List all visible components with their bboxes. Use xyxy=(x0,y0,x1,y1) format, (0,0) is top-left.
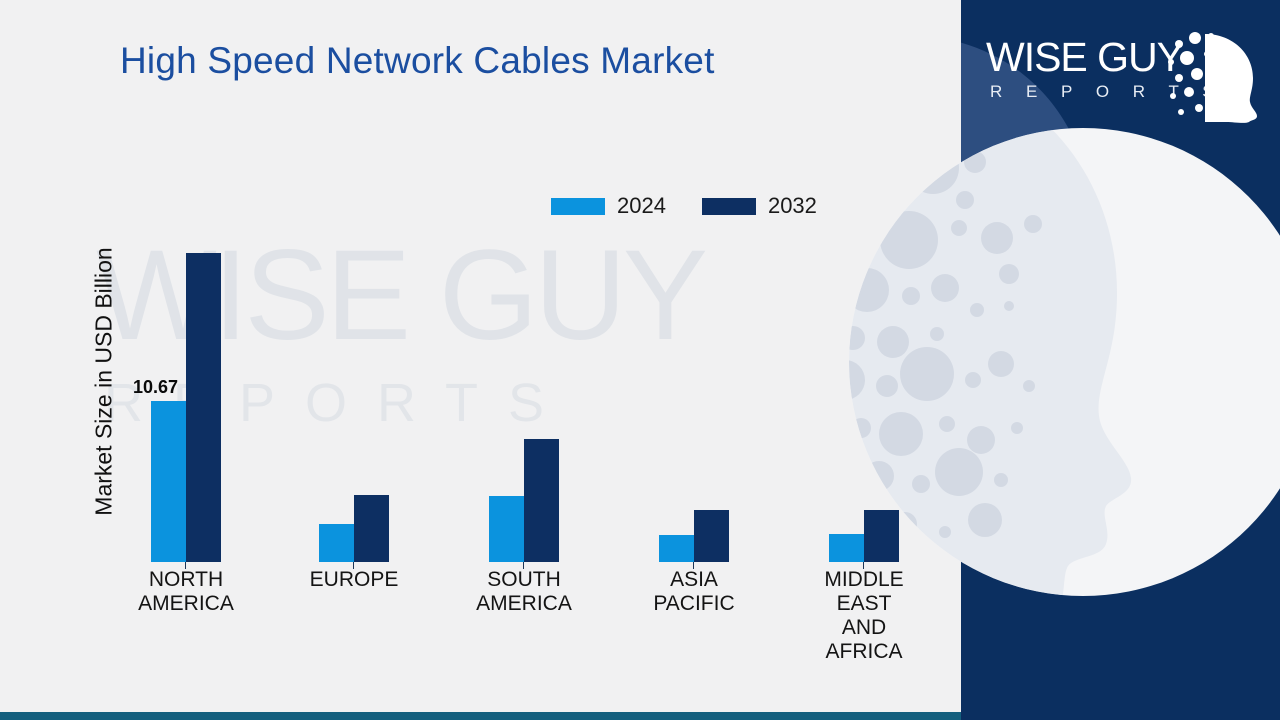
category-label-south-america: SOUTH AMERICA xyxy=(476,568,572,615)
bar-2032-asia-pacific[interactable] xyxy=(694,510,729,562)
value-label-north-america-2024: 10.67 xyxy=(133,377,179,397)
bar-2024-europe[interactable] xyxy=(319,524,354,562)
bar-pair xyxy=(151,253,221,562)
axis-tick xyxy=(523,562,524,569)
category-label-north-america: NORTH AMERICA xyxy=(138,568,234,615)
axis-tick xyxy=(185,562,186,569)
bar-2024-middle-east-and-africa[interactable] xyxy=(829,534,864,562)
bar-2032-europe[interactable] xyxy=(354,495,389,562)
bar-2024-north-america[interactable] xyxy=(151,401,186,562)
logo-primary-text: WISE GUY xyxy=(986,34,1184,80)
axis-tick xyxy=(353,562,354,569)
legend-item-2032[interactable]: 2032 xyxy=(701,193,817,219)
bar-2032-middle-east-and-africa[interactable] xyxy=(864,510,899,562)
bottom-accent-bar xyxy=(0,712,961,720)
logo-secondary-text: R E P O R T S xyxy=(990,82,1224,101)
legend-label-2032: 2032 xyxy=(767,193,817,218)
dotted-head-illustration xyxy=(849,128,1132,596)
bar-2032-south-america[interactable] xyxy=(524,439,559,562)
bar-pair xyxy=(829,510,899,562)
axis-tick xyxy=(693,562,694,569)
legend-label-2024: 2024 xyxy=(617,193,666,218)
category-label-middle-east-and-africa: MIDDLE EAST AND AFRICA xyxy=(824,568,904,663)
bar-2024-south-america[interactable] xyxy=(489,496,524,562)
plot-area: 10.67 NORTH AMERICA EUROPE SOUTH AMERICA xyxy=(133,253,904,663)
bar-2032-north-america[interactable] xyxy=(186,253,221,562)
category-label-europe: EUROPE xyxy=(309,568,399,591)
bar-pair xyxy=(659,510,729,562)
bar-2024-asia-pacific[interactable] xyxy=(659,535,694,562)
legend-swatch-2032 xyxy=(701,197,756,215)
brand-logo: WISE GUY R E P O R T S xyxy=(980,32,1270,124)
category-label-asia-pacific: ASIA PACIFIC xyxy=(653,568,735,615)
chart-legend: 2024 2032 xyxy=(551,193,817,219)
legend-swatch-2024 xyxy=(551,197,605,215)
chart-title: High Speed Network Cables Market xyxy=(120,40,715,81)
logo-dotted-head-icon xyxy=(1168,32,1257,123)
circle-graphic xyxy=(849,128,1280,596)
bar-pair xyxy=(319,495,389,562)
bar-pair xyxy=(489,439,559,562)
legend-item-2024[interactable]: 2024 xyxy=(551,193,666,219)
axis-tick xyxy=(863,562,864,569)
